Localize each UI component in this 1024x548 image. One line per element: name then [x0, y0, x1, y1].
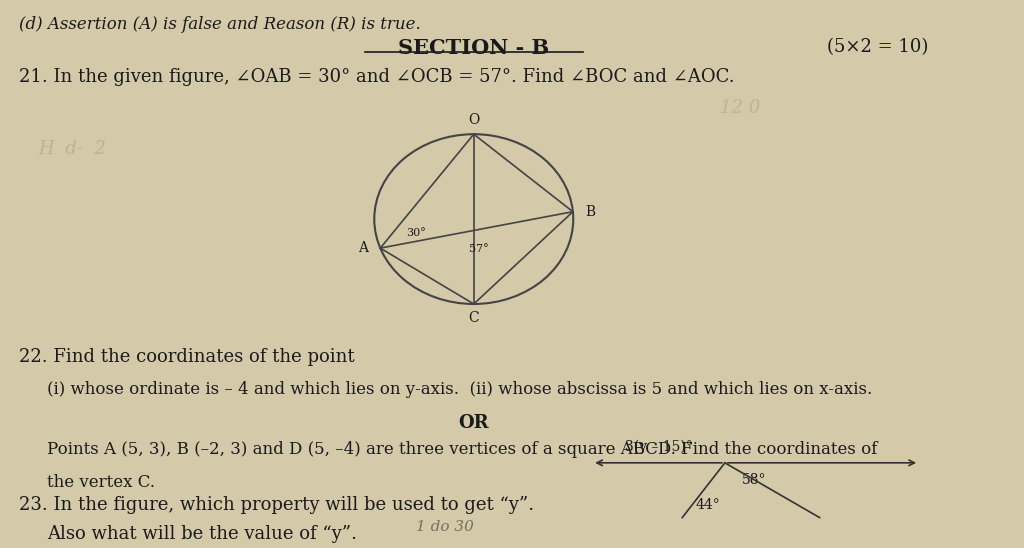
Text: the vertex C.: the vertex C. — [47, 474, 156, 491]
Text: C: C — [468, 311, 479, 325]
Text: (d) Assertion (A) is false and Reason (R) is true.: (d) Assertion (A) is false and Reason (R… — [19, 16, 421, 33]
Text: 21. In the given figure, ∠OAB = 30° and ∠OCB = 57°. Find ∠BOC and ∠AOC.: 21. In the given figure, ∠OAB = 30° and … — [19, 68, 734, 87]
Text: OR: OR — [459, 414, 489, 431]
Text: 57°: 57° — [469, 244, 488, 254]
Text: 12 0: 12 0 — [720, 99, 761, 117]
Text: Points A (5, 3), B (–2, 3) and D (5, –4) are three vertices of a square ABCD. Fi: Points A (5, 3), B (–2, 3) and D (5, –4)… — [47, 441, 878, 458]
Text: (5×2 = 10): (5×2 = 10) — [827, 38, 929, 56]
Text: 22. Find the coordinates of the point: 22. Find the coordinates of the point — [19, 348, 354, 366]
Text: Also what will be the value of “y”.: Also what will be the value of “y”. — [47, 525, 357, 543]
Text: 30°: 30° — [406, 229, 426, 238]
Text: B: B — [585, 205, 595, 219]
Text: H  d-  2: H d- 2 — [38, 140, 105, 158]
Text: SECTION - B: SECTION - B — [398, 38, 549, 58]
Text: A: A — [358, 241, 368, 255]
Text: 23. In the figure, which property will be used to get “y”.: 23. In the figure, which property will b… — [19, 496, 535, 513]
Text: 3(y – 15)°: 3(y – 15)° — [625, 439, 692, 454]
Text: 1 do 30: 1 do 30 — [417, 520, 474, 534]
Text: (i) whose ordinate is – 4 and which lies on y-axis.  (ii) whose abscissa is 5 an: (i) whose ordinate is – 4 and which lies… — [47, 381, 872, 398]
Text: 58°: 58° — [742, 473, 766, 487]
Text: 44°: 44° — [695, 499, 720, 512]
Text: O: O — [468, 113, 479, 127]
